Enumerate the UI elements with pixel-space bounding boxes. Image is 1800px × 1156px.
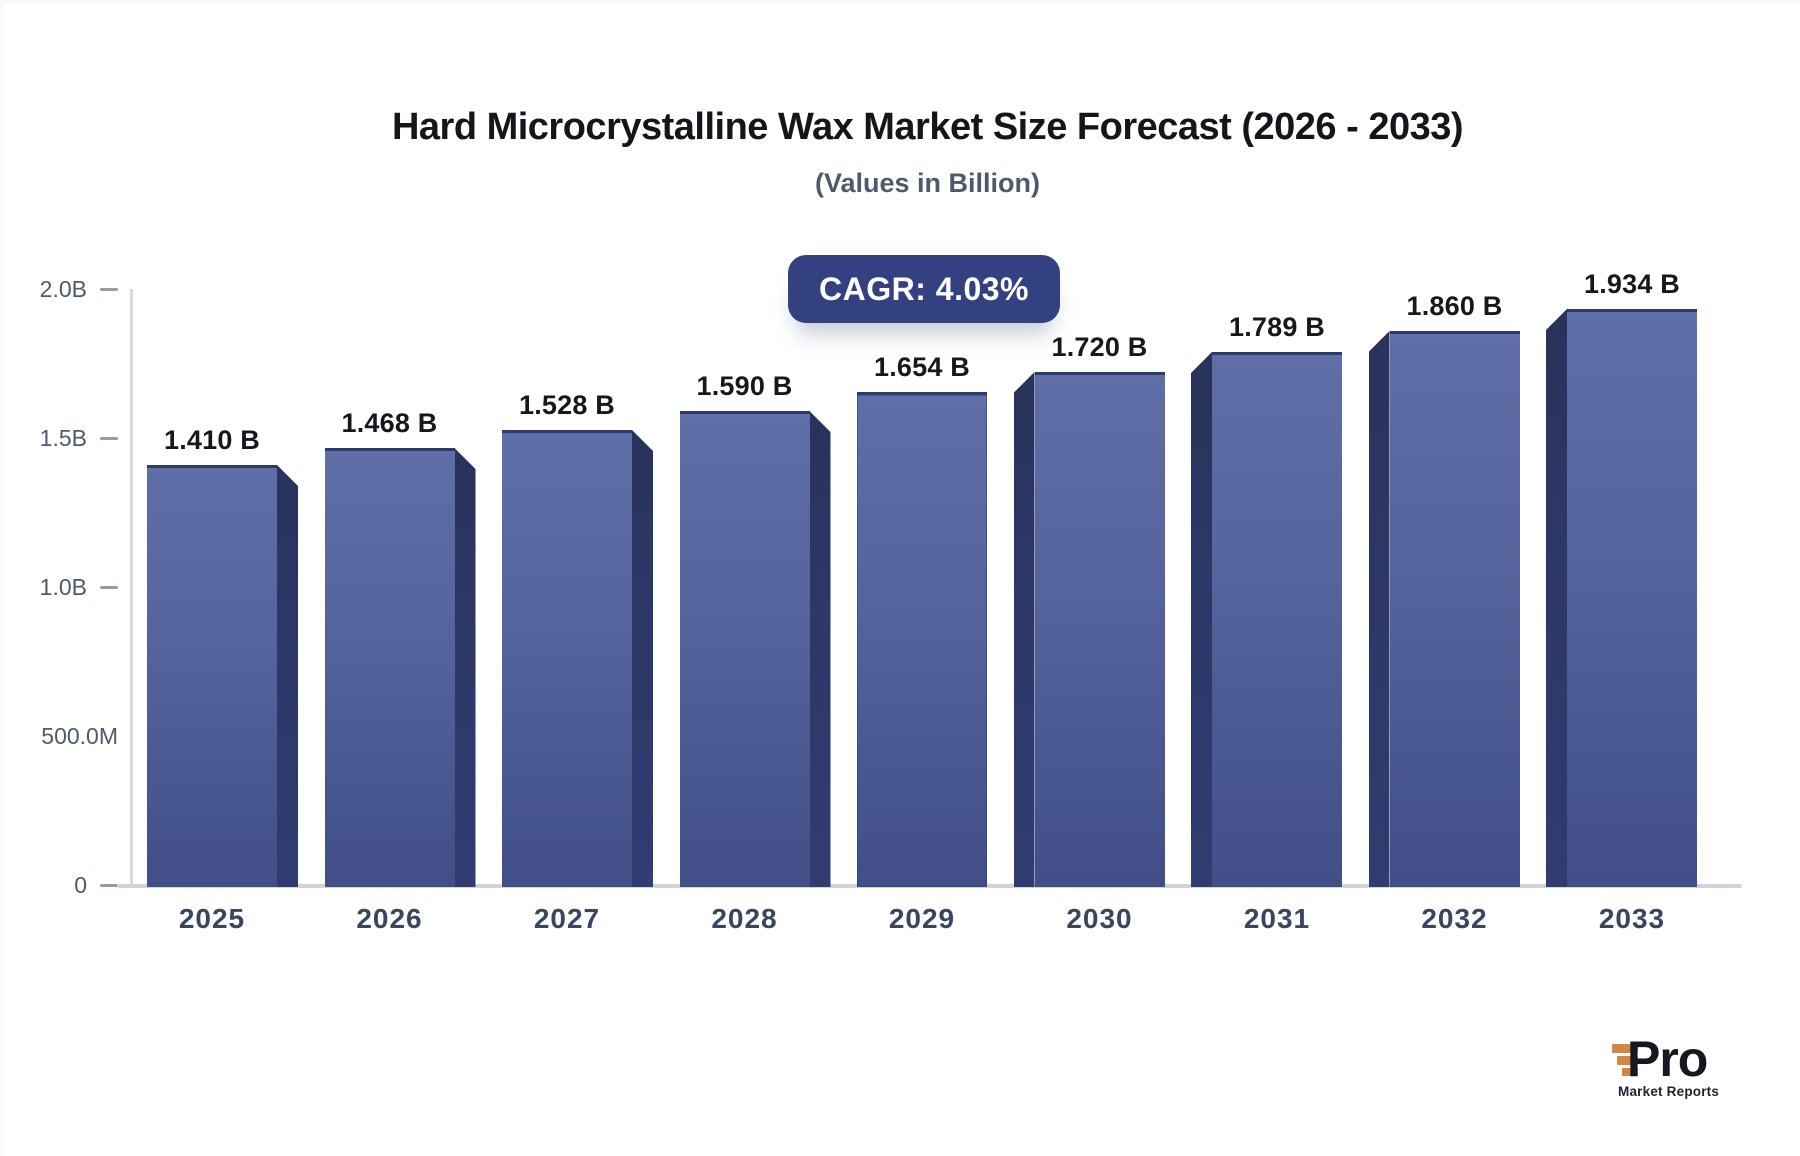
y-tick-label: 1.5B	[39, 424, 87, 451]
logo-brand-text: Pro	[1627, 1031, 1708, 1087]
y-tick-label: 1.0B	[39, 573, 87, 600]
bar-2026	[324, 448, 476, 887]
bar-2030	[1013, 372, 1165, 887]
x-axis-label: 2029	[888, 903, 956, 934]
chart-title: Hard Microcrystalline Wax Market Size Fo…	[391, 106, 1464, 148]
bar-front-face	[1389, 331, 1520, 887]
bar-value-label: 1.720 B	[1051, 332, 1148, 362]
x-axis-label: 2027	[533, 903, 601, 934]
logo-tagline-text: Market Reports	[1618, 1084, 1720, 1099]
y-tick-dash	[100, 585, 118, 589]
bar-2033	[1546, 309, 1697, 887]
bar-side-face	[632, 430, 653, 887]
chart-subtitle: (Values in Billion)	[814, 168, 1041, 198]
bar-side-face	[1368, 331, 1390, 887]
y-axis-tick: 1.5B	[0, 424, 118, 452]
bar-side-face	[1546, 309, 1567, 887]
x-axis-label: 2028	[711, 903, 778, 934]
y-axis-tick: 500.0M	[0, 722, 134, 750]
bar-value-label: 1.654 B	[874, 352, 970, 382]
x-axis-label: 2030	[1066, 903, 1133, 934]
bar-front-face	[857, 392, 987, 887]
x-axis-label: 2026	[356, 903, 423, 934]
bar-value-label: 1.789 B	[1229, 312, 1325, 342]
x-axis-label: 2031	[1243, 903, 1311, 934]
bar-side-face	[809, 411, 831, 887]
logo-stripe-icon	[1622, 1068, 1638, 1076]
y-axis-tick: 2.0B	[0, 275, 118, 303]
y-axis-line	[130, 289, 133, 887]
bar-value-label: 1.528 B	[519, 390, 615, 420]
y-axis-tick: 0	[0, 871, 118, 899]
bar-2029	[857, 392, 987, 887]
bar-value-label: 1.934 B	[1584, 269, 1680, 299]
bar-2025	[147, 465, 298, 887]
bar-2027	[502, 430, 653, 887]
bar-front-face	[1212, 352, 1342, 887]
cagr-badge: CAGR: 4.03%	[788, 255, 1060, 323]
cagr-badge-label: CAGR: 4.03%	[819, 270, 1029, 307]
bar-side-face	[1013, 372, 1035, 887]
bar-front-face	[324, 448, 455, 887]
brand-logo: Pro Market Reports	[1605, 1034, 1795, 1112]
y-tick-label: 500.0M	[41, 722, 118, 749]
bar-value-label: 1.468 B	[341, 408, 438, 438]
bar-side-face	[277, 465, 298, 887]
y-tick-label: 2.0B	[39, 275, 87, 302]
bar-front-face	[1034, 372, 1165, 887]
y-tick-label: 0	[74, 871, 87, 898]
bar-value-label: 1.860 B	[1406, 291, 1503, 321]
bar-front-face	[1567, 309, 1697, 887]
bar-2028	[679, 411, 831, 887]
bar-value-label: 1.590 B	[696, 371, 793, 401]
x-axis-label: 2033	[1598, 903, 1666, 934]
bar-2031	[1191, 352, 1342, 887]
bar-2032	[1368, 331, 1520, 887]
y-tick-dash	[100, 436, 118, 440]
x-axis-label: 2025	[178, 903, 246, 934]
y-axis-tick: 1.0B	[0, 573, 118, 601]
bar-side-face	[1191, 352, 1212, 887]
logo-stripe-icon	[1617, 1056, 1638, 1065]
bar-front-face	[679, 411, 810, 887]
bar-side-face	[454, 448, 476, 887]
bar-value-label: 1.410 B	[164, 425, 260, 455]
x-axis-label: 2032	[1421, 903, 1488, 934]
bar-front-face	[502, 430, 632, 887]
y-tick-dash	[100, 287, 118, 291]
logo-stripe-icon	[1612, 1044, 1638, 1053]
bar-front-face	[147, 465, 277, 887]
y-tick-dash	[100, 883, 118, 887]
